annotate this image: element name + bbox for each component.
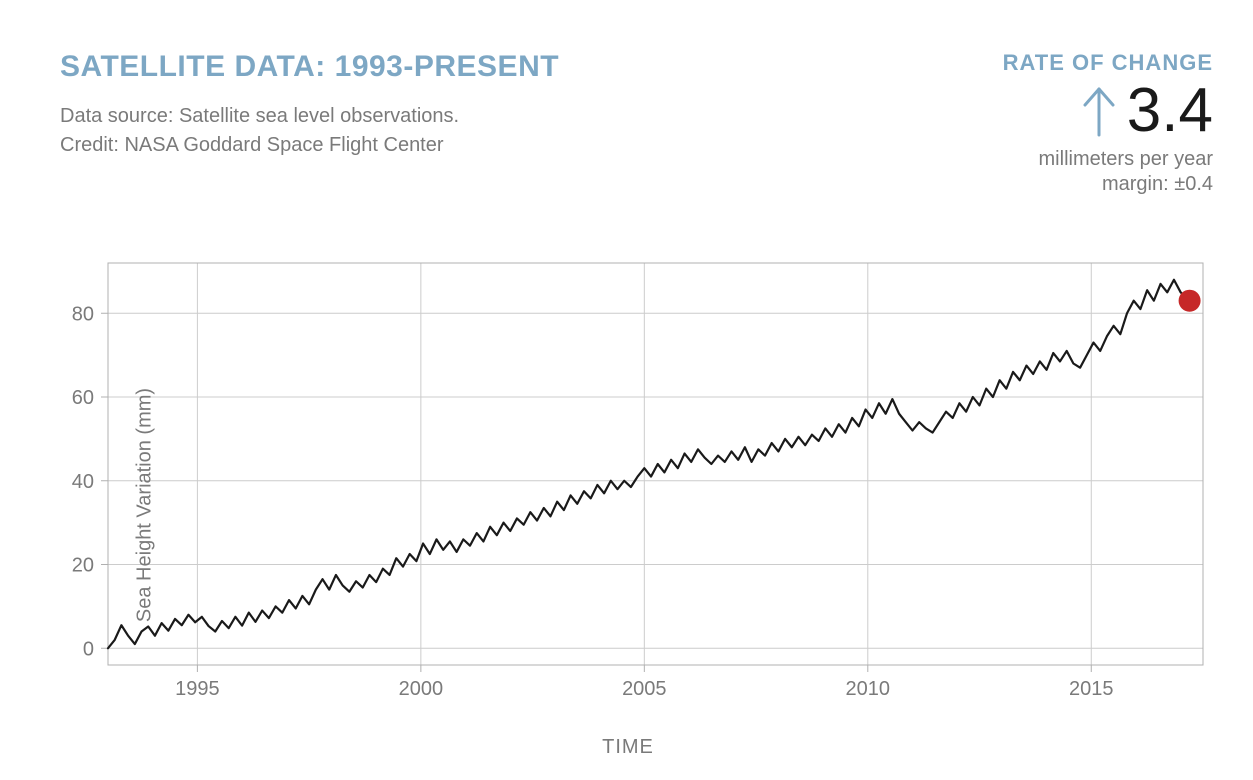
- svg-text:2005: 2005: [622, 678, 667, 700]
- arrow-up-icon: [1081, 83, 1117, 139]
- svg-text:40: 40: [72, 471, 94, 493]
- rate-label: RATE OF CHANGE: [893, 50, 1213, 76]
- rate-value: 3.4: [1127, 80, 1213, 142]
- svg-text:0: 0: [83, 638, 94, 660]
- subtitle-line1: Data source: Satellite sea level observa…: [60, 105, 459, 127]
- rate-value-row: 3.4: [893, 80, 1213, 142]
- svg-text:2000: 2000: [399, 678, 444, 700]
- chart-title: SATELLITE DATA: 1993-PRESENT: [60, 50, 893, 84]
- chart-area: Sea Height Variation (mm) 0 20 40 60 80 1995 2…: [38, 255, 1218, 755]
- subtitle-line2: Credit: NASA Goddard Space Flight Center: [60, 134, 444, 156]
- title-block: SATELLITE DATA: 1993-PRESENT Data source…: [60, 50, 893, 160]
- line-chart: 0 20 40 60 80 1995 2000 2005 2010 2015: [38, 255, 1218, 725]
- svg-text:60: 60: [72, 387, 94, 409]
- rate-margin: margin: ±0.4: [893, 173, 1213, 196]
- rate-of-change-block: RATE OF CHANGE 3.4 millimeters per year …: [893, 50, 1213, 196]
- chart-subtitle: Data source: Satellite sea level observa…: [60, 102, 893, 160]
- x-axis-label: TIME: [602, 736, 654, 759]
- svg-text:20: 20: [72, 555, 94, 577]
- rate-unit: millimeters per year: [893, 148, 1213, 171]
- arrow-stroke: [1085, 89, 1113, 135]
- svg-text:1995: 1995: [175, 678, 220, 700]
- svg-text:80: 80: [72, 303, 94, 325]
- y-axis-label: Sea Height Variation (mm): [134, 388, 157, 622]
- header-row: SATELLITE DATA: 1993-PRESENT Data source…: [0, 0, 1253, 196]
- svg-text:2010: 2010: [846, 678, 891, 700]
- svg-text:2015: 2015: [1069, 678, 1114, 700]
